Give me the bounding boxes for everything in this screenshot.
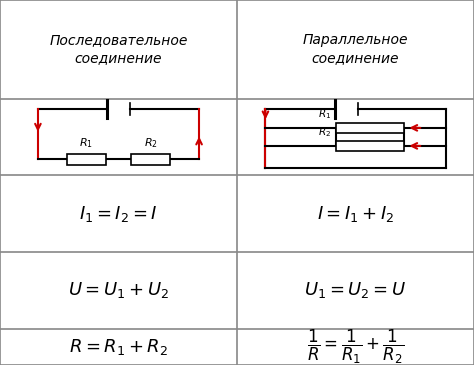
Text: Последовательное
соединение: Последовательное соединение (49, 33, 188, 65)
Text: $R_1$: $R_1$ (318, 107, 331, 121)
Bar (67, 154, 106, 165)
Text: $U = U_1 + U_2$: $U = U_1 + U_2$ (68, 280, 169, 300)
Text: $R_2$: $R_2$ (318, 126, 331, 139)
Bar (336, 141, 404, 151)
Bar (336, 123, 404, 133)
Text: $U_1 = U_2 = U$: $U_1 = U_2 = U$ (304, 280, 407, 300)
Text: $R_1$: $R_1$ (79, 136, 93, 150)
Text: $R_2$: $R_2$ (144, 136, 158, 150)
Text: $I_1 = I_2 = I$: $I_1 = I_2 = I$ (79, 204, 158, 223)
Text: Параллельное
соединение: Параллельное соединение (303, 33, 408, 65)
Text: $I = I_1 + I_2$: $I = I_1 + I_2$ (317, 204, 394, 223)
Bar (131, 154, 170, 165)
Text: $R = R_1 + R_2$: $R = R_1 + R_2$ (69, 337, 168, 357)
Text: $\dfrac{1}{R} = \dfrac{1}{R_1} + \dfrac{1}{R_2}$: $\dfrac{1}{R} = \dfrac{1}{R_1} + \dfrac{… (307, 328, 404, 365)
